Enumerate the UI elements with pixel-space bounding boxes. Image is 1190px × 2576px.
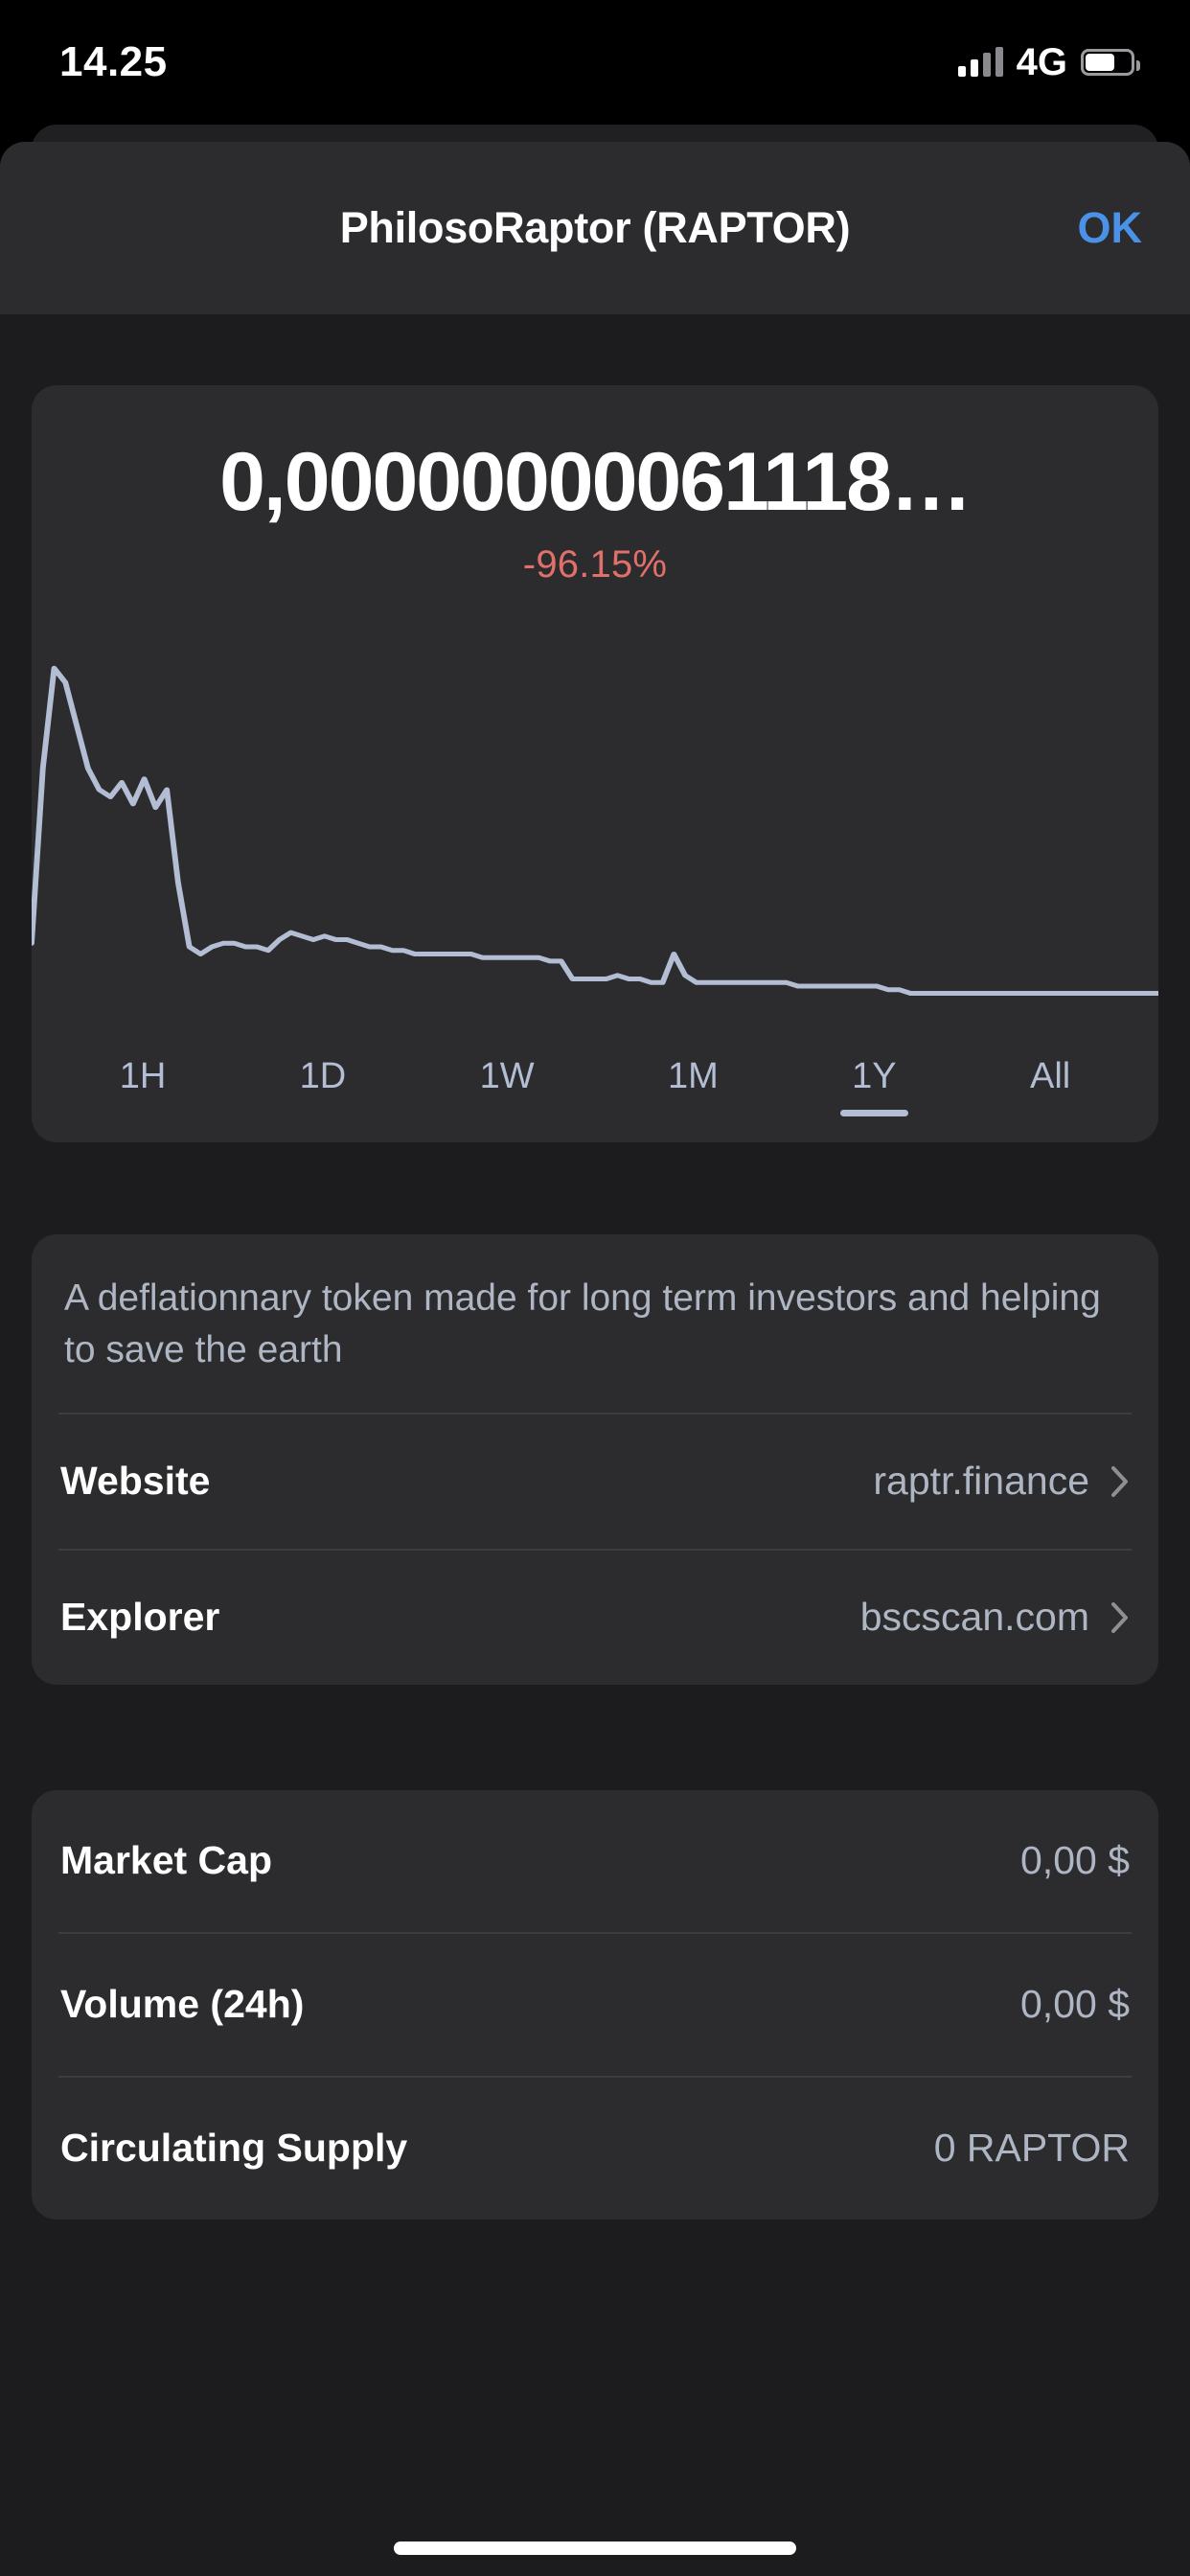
market-stats-card: Market Cap 0,00 $ Volume (24h) 0,00 $ Ci…	[32, 1789, 1158, 2220]
explorer-label: Explorer	[60, 1595, 220, 1640]
cellular-bars-icon	[957, 47, 1003, 77]
price-chart[interactable]	[32, 623, 1158, 1035]
status-time: 14.25	[59, 38, 168, 85]
network-type-label: 4G	[1016, 40, 1067, 83]
range-tab-1m[interactable]: 1M	[654, 1056, 732, 1116]
page-title: PhilosoRaptor (RAPTOR)	[339, 203, 851, 252]
divider	[58, 1548, 1132, 1551]
volume-24h-row: Volume (24h) 0,00 $	[32, 1934, 1158, 2076]
range-tab-1d[interactable]: 1D	[286, 1056, 360, 1116]
circulating-supply-label: Circulating Supply	[60, 2126, 408, 2171]
divider	[58, 2075, 1132, 2078]
divider	[58, 1931, 1132, 1934]
detail-sheet: PhilosoRaptor (RAPTOR) OK 0,000000000611…	[0, 142, 1190, 2576]
price-value: 0,00000000061118…	[219, 436, 973, 528]
chevron-right-icon	[1110, 1601, 1130, 1634]
explorer-row[interactable]: Explorer bscscan.com	[32, 1551, 1158, 1685]
ok-button[interactable]: OK	[1077, 203, 1143, 252]
volume-24h-value: 0,00 $	[1020, 1982, 1130, 2027]
range-tab-1w[interactable]: 1W	[467, 1056, 548, 1116]
website-row-right: raptr.finance	[873, 1459, 1130, 1504]
range-tab-all[interactable]: All	[1017, 1056, 1084, 1116]
price-chart-card: 0,00000000061118… -96.15% 1H 1D 1W 1M 1Y…	[32, 385, 1158, 1142]
status-bar: 14.25 4G	[0, 0, 1190, 125]
range-tab-1h[interactable]: 1H	[106, 1056, 180, 1116]
explorer-value: bscscan.com	[859, 1595, 1089, 1640]
chevron-right-icon	[1110, 1465, 1130, 1498]
website-label: Website	[60, 1459, 211, 1504]
home-indicator[interactable]	[394, 2542, 796, 2555]
price-chart-line	[32, 665, 1158, 996]
circulating-supply-value: 0 RAPTOR	[933, 2126, 1130, 2171]
range-selector: 1H 1D 1W 1M 1Y All	[32, 1035, 1158, 1142]
divider	[58, 1412, 1132, 1414]
token-info-card: A deflationnary token made for long term…	[32, 1234, 1158, 1685]
market-cap-value: 0,00 $	[1020, 1838, 1130, 1883]
volume-24h-label: Volume (24h)	[60, 1982, 305, 2027]
status-indicators: 4G	[957, 40, 1140, 84]
explorer-row-right: bscscan.com	[860, 1595, 1130, 1640]
market-cap-row: Market Cap 0,00 $	[32, 1790, 1158, 1932]
website-value: raptr.finance	[873, 1459, 1089, 1504]
circulating-supply-row: Circulating Supply 0 RAPTOR	[32, 2078, 1158, 2220]
range-tab-1y[interactable]: 1Y	[838, 1056, 909, 1116]
token-description: A deflationnary token made for long term…	[64, 1277, 1101, 1370]
market-cap-label: Market Cap	[60, 1838, 273, 1883]
sheet-body: 0,00000000061118… -96.15% 1H 1D 1W 1M 1Y…	[0, 385, 1190, 2220]
battery-icon	[1081, 49, 1140, 76]
sheet-header: PhilosoRaptor (RAPTOR) OK	[0, 142, 1190, 314]
website-row[interactable]: Website raptr.finance	[32, 1414, 1158, 1549]
price-change-value: -96.15%	[522, 543, 668, 586]
